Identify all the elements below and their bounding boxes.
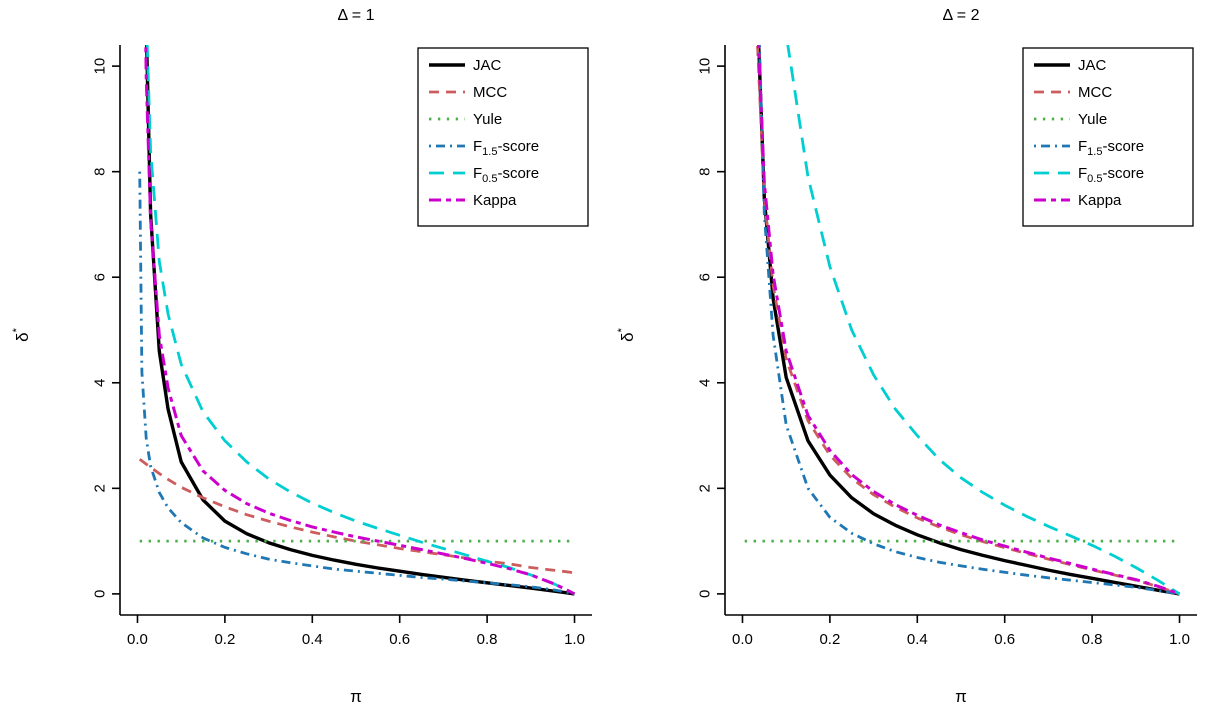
- curves: [138, 45, 576, 596]
- x-tick-label: 0.2: [819, 631, 840, 648]
- x-tick-label: 0.4: [302, 631, 323, 648]
- panel-title: Δ = 2: [943, 7, 980, 24]
- panel-wrap-0: Δ = 1 π δ* 0.0 0.2 0.4 0.6 0.8 1.0 0 2 4 6 8 10 JAC M…: [11, 7, 592, 706]
- legend-label-F1.5-score: F1.5-score: [473, 138, 539, 158]
- legend-label-MCC: MCC: [473, 84, 507, 101]
- plot-area-0: 0.0 0.2 0.4 0.6 0.8 1.0 0 2 4 6 8 10 JAC MCC Yule F1.5-…: [92, 45, 592, 648]
- legend-label-Yule: Yule: [473, 111, 502, 128]
- legend-label-JAC: JAC: [1078, 57, 1107, 74]
- curve-F0.5-score: [786, 45, 1181, 596]
- x-tick-label: 0.0: [732, 631, 753, 648]
- y-tick-label: 2: [697, 484, 714, 492]
- legend-label-Kappa: Kappa: [1078, 192, 1122, 209]
- x-tick-label: 0.8: [477, 631, 498, 648]
- curve-Kappa: [756, 45, 1181, 596]
- y-tick-label: 8: [92, 167, 109, 175]
- y-tick-label: 0: [92, 590, 109, 598]
- y-tick-label: 6: [92, 273, 109, 281]
- curve-Kappa: [144, 45, 576, 596]
- y-tick-label: 2: [92, 484, 109, 492]
- legend-label-Yule: Yule: [1078, 111, 1107, 128]
- legend-label-JAC: JAC: [473, 57, 502, 74]
- legend-label-F1.5-score: F1.5-score: [1078, 138, 1144, 158]
- legend-label-MCC: MCC: [1078, 84, 1112, 101]
- legend-label-F0.5-score: F0.5-score: [473, 165, 539, 185]
- y-tick-label: 6: [697, 273, 714, 281]
- curve-F1.5-score: [138, 171, 575, 596]
- panel-1: Δ = 2 π δ* 0.0 0.2 0.4 0.6 0.8 1.0 0 2 4 6 8 10 JAC M…: [616, 7, 1197, 706]
- y-tick-label: 10: [92, 58, 109, 75]
- y-axis-label: δ*: [616, 327, 637, 341]
- x-axis-label: π: [955, 687, 967, 706]
- legend: JAC MCC Yule F1.5-score F0.5-score Kappa: [417, 47, 589, 227]
- curve-F0.5-score: [145, 45, 576, 596]
- y-tick-label: 10: [697, 58, 714, 75]
- x-tick-label: 0.0: [127, 631, 148, 648]
- panel-wrap-1: Δ = 2 π δ* 0.0 0.2 0.4 0.6 0.8 1.0 0 2 4 6 8 10 JAC M…: [605, 0, 1210, 715]
- x-axis-label: π: [350, 687, 362, 706]
- y-tick-label: 4: [92, 379, 109, 387]
- legend-label-Kappa: Kappa: [473, 192, 517, 209]
- x-tick-label: 0.8: [1082, 631, 1103, 648]
- curve-MCC: [138, 458, 575, 575]
- plot-area-1: 0.0 0.2 0.4 0.6 0.8 1.0 0 2 4 6 8 10 JAC MCC Yule F1.5-…: [697, 45, 1197, 648]
- x-tick-label: 0.4: [907, 631, 928, 648]
- x-tick-label: 0.6: [389, 631, 410, 648]
- y-axis-label: δ*: [11, 327, 32, 341]
- legend-label-F0.5-score: F0.5-score: [1078, 165, 1144, 185]
- legend-box: [1022, 47, 1194, 227]
- curve-F1.5-score: [758, 45, 1180, 596]
- y-tick-label: 4: [697, 379, 714, 387]
- y-tick-label: 8: [697, 167, 714, 175]
- panel-title: Δ = 1: [338, 7, 375, 24]
- panel-0: Δ = 1 π δ* 0.0 0.2 0.4 0.6 0.8 1.0 0 2 4 6 8 10 JAC M…: [11, 7, 592, 706]
- x-tick-label: 1.0: [564, 631, 585, 648]
- legend: JAC MCC Yule F1.5-score F0.5-score Kappa: [1022, 47, 1194, 227]
- curves: [744, 45, 1181, 596]
- x-tick-label: 0.6: [994, 631, 1015, 648]
- legend-box: [417, 47, 589, 227]
- x-tick-label: 1.0: [1169, 631, 1190, 648]
- x-tick-label: 0.2: [214, 631, 235, 648]
- y-tick-label: 0: [697, 590, 714, 598]
